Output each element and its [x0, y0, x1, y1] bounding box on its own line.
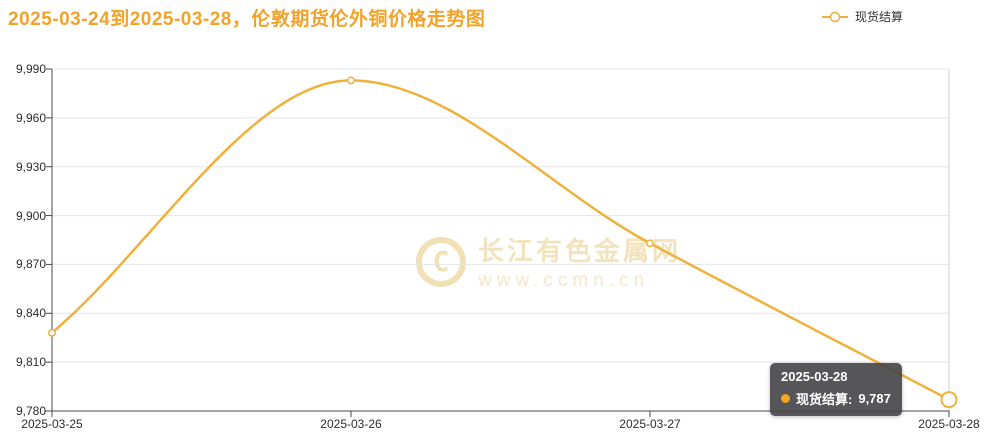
- tooltip: 2025-03-28 现货结算: 9,787: [770, 363, 902, 416]
- y-axis-label: 9,960: [15, 110, 46, 125]
- watermark-text: 长江有色金属网 www.ccmn.cn: [478, 231, 681, 292]
- y-axis-label: 9,810: [15, 355, 46, 370]
- data-point-2025-03-25[interactable]: [48, 328, 56, 337]
- chart-title: 2025-03-24到2025-03-28，伦敦期货伦外铜价格走势图: [8, 9, 486, 30]
- y-axis-label: 9,840: [15, 306, 46, 321]
- tooltip-value: 9,787: [858, 391, 891, 406]
- y-axis-label: 9,900: [15, 208, 46, 223]
- legend-line-marker-icon: [821, 11, 848, 22]
- y-axis-label: 9,780: [15, 404, 46, 418]
- x-axis-label: 2025-03-28: [918, 417, 980, 431]
- x-axis-label: 2025-03-27: [619, 417, 681, 431]
- x-axis-label: 2025-03-25: [21, 417, 83, 431]
- y-axis-label: 9,870: [15, 257, 46, 272]
- legend-label: 现货结算: [854, 10, 903, 24]
- data-point-2025-03-28[interactable]: [940, 391, 958, 409]
- ccmn-logo-icon: C: [416, 236, 466, 287]
- x-axis-label: 2025-03-26: [320, 417, 382, 431]
- y-axis-label: 9,930: [15, 159, 46, 174]
- tooltip-date: 2025-03-28: [781, 369, 848, 384]
- data-point-2025-03-26[interactable]: [347, 76, 355, 85]
- tooltip-series-row: 现货结算: 9,787: [781, 389, 891, 408]
- watermark-site-url: www.ccmn.cn: [478, 270, 650, 291]
- tooltip-series-dot-icon: [781, 394, 790, 403]
- watermark-site-name: 长江有色金属网: [478, 236, 682, 266]
- y-axis-label: 9,990: [15, 62, 46, 76]
- watermark: C 长江有色金属网 www.ccmn.cn: [416, 231, 681, 292]
- tooltip-series-label: 现货结算:: [796, 392, 853, 407]
- legend-item-spot-settlement[interactable]: 现货结算: [821, 8, 903, 25]
